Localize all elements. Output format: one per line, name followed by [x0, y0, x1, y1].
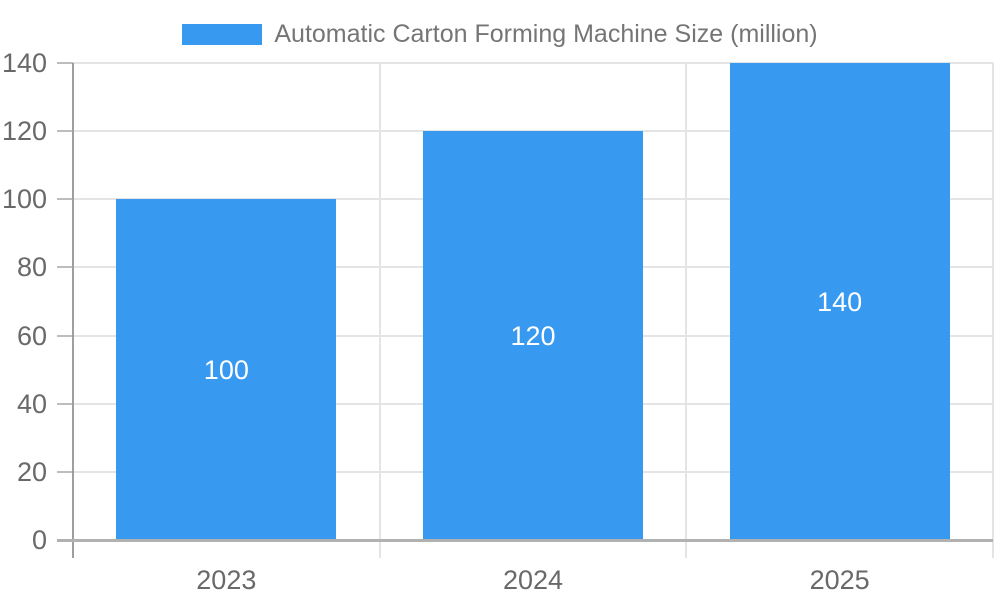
- bar-2025[interactable]: 140: [729, 63, 950, 540]
- y-axis-line: [72, 63, 74, 558]
- x-axis-label: 2023: [196, 565, 257, 595]
- y-axis-label: 80: [16, 252, 47, 283]
- bar-2024[interactable]: 120: [423, 131, 643, 540]
- y-axis-label: 60: [16, 320, 47, 351]
- y-axis-label: 40: [16, 388, 47, 419]
- y-axis-label: 0: [31, 525, 47, 555]
- legend-item[interactable]: Automatic Carton Forming Machine Size (m…: [182, 19, 818, 49]
- bar-value-label: 100: [203, 354, 249, 385]
- y-axis-tick: [57, 470, 73, 473]
- x-axis-line: [57, 538, 993, 542]
- bar-value-label: 120: [510, 320, 556, 351]
- gridline-vertical: [685, 63, 688, 558]
- y-axis-label: 140: [1, 48, 47, 78]
- gridline-vertical: [378, 63, 381, 558]
- y-axis-tick: [57, 62, 73, 64]
- gridline-horizontal: [73, 62, 993, 64]
- gridline-vertical: [992, 63, 994, 558]
- x-axis-label: 2024: [502, 565, 564, 595]
- legend-swatch-icon: [182, 23, 263, 45]
- bar-2023[interactable]: 100: [116, 199, 337, 540]
- y-axis-tick: [57, 266, 73, 269]
- y-axis-label: 120: [1, 116, 47, 147]
- chart-legend: Automatic Carton Forming Machine Size (m…: [0, 18, 1000, 50]
- y-axis-label: 20: [16, 456, 47, 487]
- x-axis-label: 2025: [809, 565, 870, 595]
- bar-value-label: 140: [817, 286, 863, 317]
- y-axis-label: 100: [1, 184, 47, 215]
- y-axis-tick: [57, 402, 73, 405]
- y-axis-tick: [57, 130, 73, 133]
- legend-label: Automatic Carton Forming Machine Size (m…: [274, 19, 818, 48]
- y-axis-tick: [57, 198, 73, 201]
- y-axis-tick: [57, 334, 73, 337]
